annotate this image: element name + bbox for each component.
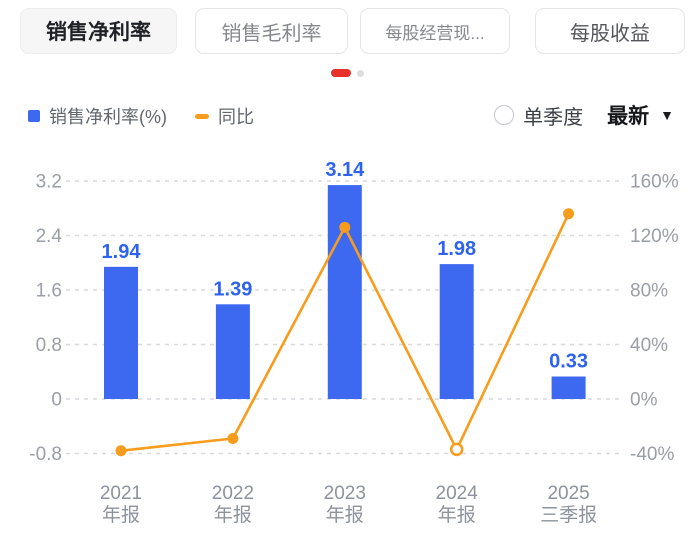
x-axis-label-year: 2023 — [324, 483, 366, 504]
single-quarter-label: 单季度 — [523, 106, 584, 129]
bar-value-label: 0.33 — [549, 351, 588, 373]
left-axis-tick: 3.2 — [36, 172, 62, 193]
right-axis-tick: 120% — [630, 226, 679, 247]
bar-value-label: 1.98 — [437, 238, 476, 260]
x-axis-label-period: 三季报 — [540, 504, 597, 526]
x-axis-label-period: 年报 — [438, 504, 476, 526]
legend-item-net-margin: 销售净利率(%) — [28, 103, 167, 129]
left-axis-tick: 1.6 — [36, 281, 62, 302]
blue-square-icon — [28, 110, 40, 122]
x-axis-label-year: 2024 — [436, 483, 479, 504]
tab-gross-profit-margin[interactable]: 销售毛利率 — [195, 8, 348, 54]
bar-value-label: 1.94 — [102, 241, 142, 263]
x-axis-label-year: 2022 — [212, 483, 254, 504]
left-axis-tick: -0.8 — [29, 444, 62, 465]
x-axis-label-period: 年报 — [326, 504, 364, 526]
line-point-2023[interactable] — [339, 221, 351, 233]
legend-label: 销售净利率(%) — [49, 107, 167, 127]
legend-item-yoy: 同比 — [195, 103, 254, 129]
x-axis-label-period: 年报 — [102, 504, 140, 526]
x-axis-label-year: 2021 — [100, 483, 142, 504]
left-axis-tick: 2.4 — [36, 226, 63, 247]
bar-2022[interactable] — [215, 304, 250, 399]
chevron-down-icon[interactable]: ▼ — [660, 107, 674, 123]
tab-net-profit-margin[interactable]: 销售净利率 — [20, 8, 177, 54]
bar-2025[interactable] — [551, 376, 586, 399]
bar-value-label: 3.14 — [325, 159, 365, 181]
single-quarter-radio[interactable] — [494, 105, 515, 125]
period-dropdown[interactable]: 最新 — [607, 105, 650, 128]
tab-operating-cash-per-share[interactable]: 每股经营现... — [360, 8, 510, 54]
pager-dot-active[interactable] — [331, 69, 351, 77]
right-axis-tick: -40% — [630, 444, 674, 465]
x-axis-label-year: 2025 — [547, 483, 589, 504]
legend-label: 同比 — [218, 107, 254, 127]
left-axis-tick: 0 — [51, 390, 62, 411]
orange-dash-icon — [195, 113, 209, 119]
right-axis-tick: 0% — [630, 390, 658, 411]
left-axis-tick: 0.8 — [36, 335, 62, 356]
tab-pager — [331, 69, 364, 77]
chart-controls: 单季度 最新 ▼ — [494, 100, 674, 130]
chart-legend: 销售净利率(%) 同比 — [28, 103, 254, 129]
tab-earnings-per-share[interactable]: 每股收益 — [535, 8, 685, 54]
line-point-2021[interactable] — [115, 445, 127, 457]
right-axis-tick: 160% — [630, 172, 679, 193]
line-point-2025[interactable] — [563, 208, 575, 220]
bar-2024[interactable] — [439, 264, 474, 399]
right-axis-tick: 40% — [630, 335, 668, 356]
bar-2023[interactable] — [327, 185, 362, 399]
bar-2021[interactable] — [104, 266, 138, 399]
x-axis-label-period: 年报 — [214, 504, 252, 526]
pager-dot-inactive[interactable] — [357, 69, 364, 77]
right-axis-tick: 80% — [630, 281, 668, 302]
bar-value-label: 1.39 — [213, 278, 252, 300]
line-point-2024[interactable] — [449, 442, 464, 457]
line-point-2022[interactable] — [227, 433, 239, 445]
